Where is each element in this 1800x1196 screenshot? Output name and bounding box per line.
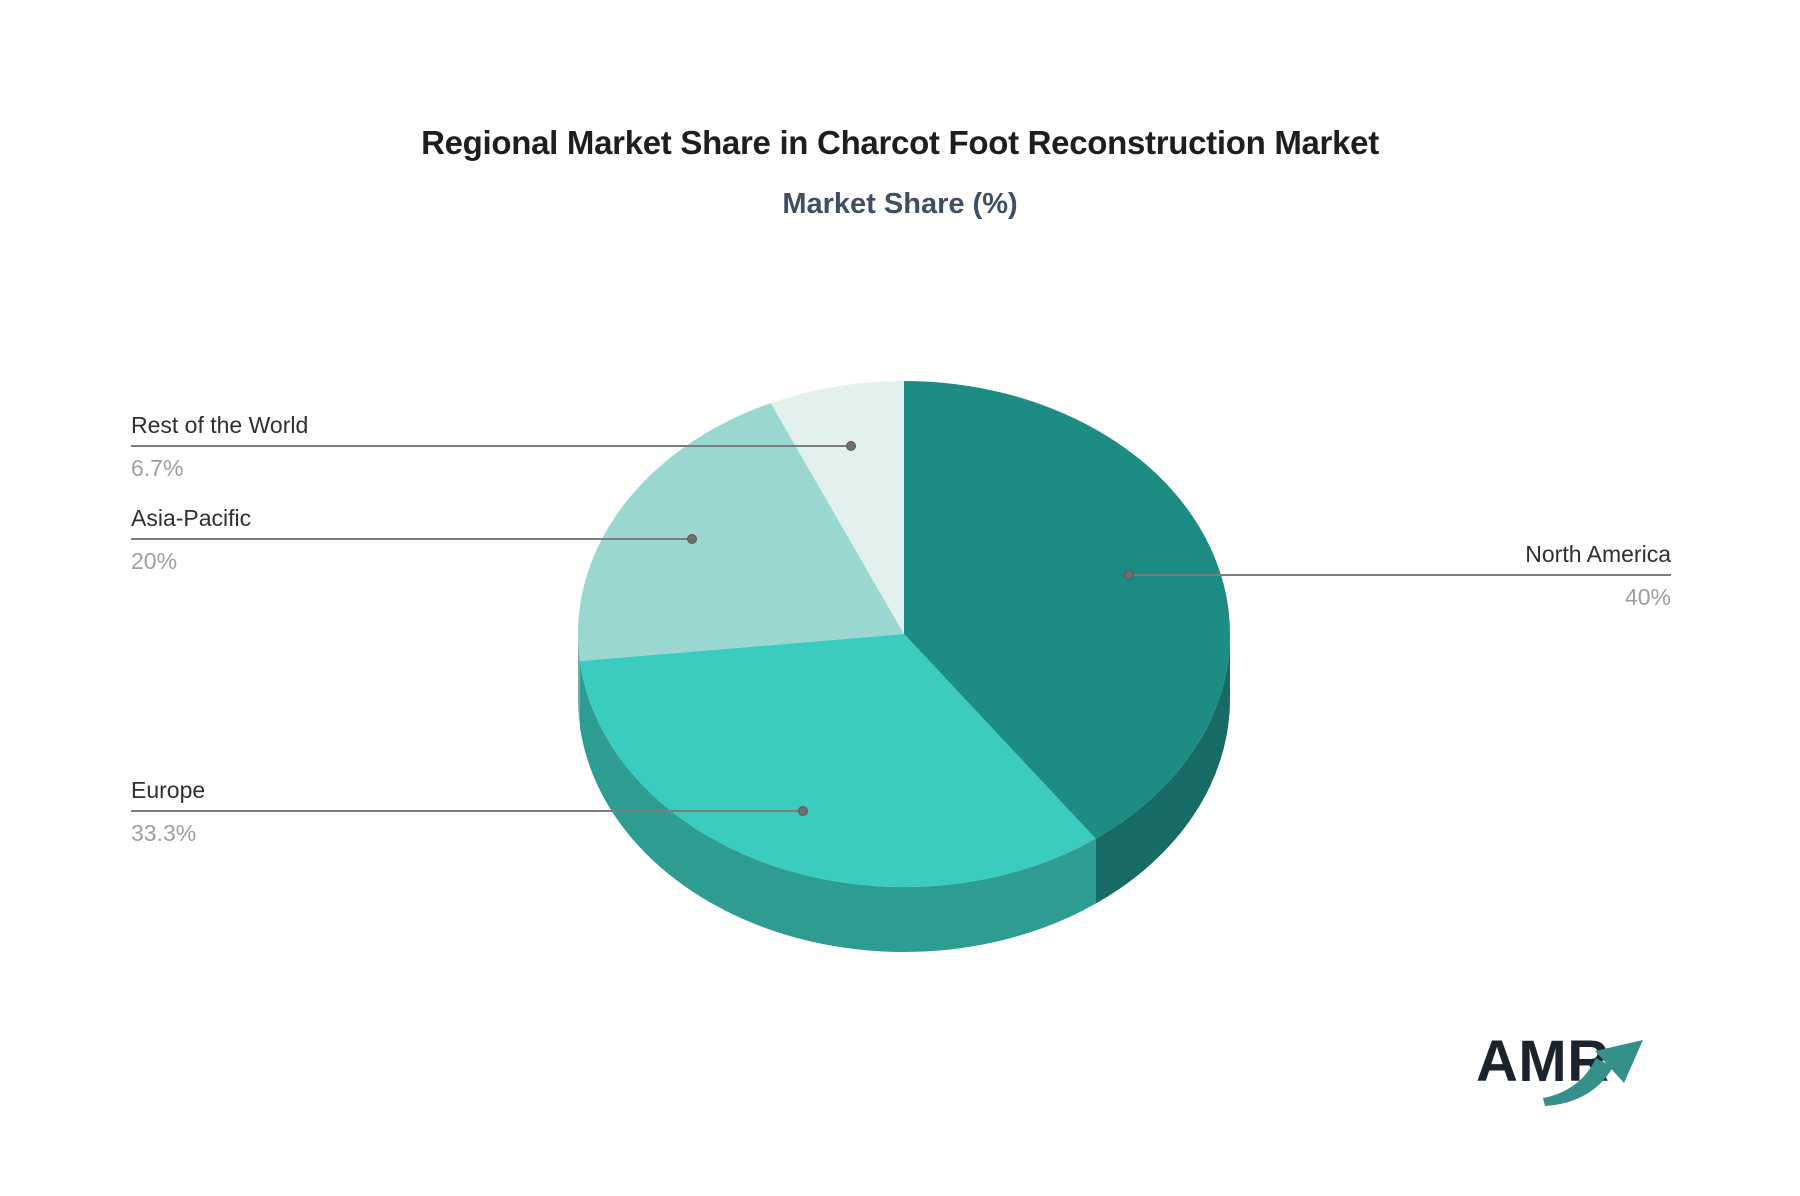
logo: AMR	[1476, 1028, 1666, 1118]
callout-asia-pacific: Asia-Pacific 20%	[131, 505, 251, 575]
logo-arrow-icon	[1543, 1040, 1643, 1106]
leader-dot-europe	[798, 806, 808, 816]
pie-slice-side-north-america	[1095, 634, 1230, 904]
pie-slice-asia-pacific[interactable]	[578, 403, 904, 661]
leader-dot-north-america	[1124, 570, 1134, 580]
pie-slice-north-america[interactable]	[904, 381, 1231, 839]
pie-slice-side-europe	[579, 660, 1096, 952]
slice-label: North America	[1525, 541, 1671, 567]
callout-rest-of-the-world: Rest of the World 6.7%	[131, 412, 308, 482]
logo-arrow-head	[1595, 1040, 1643, 1083]
slice-label: Asia-Pacific	[131, 505, 252, 531]
leader-dot-asia-pacific	[687, 534, 697, 544]
pie-slice-side-asia-pacific	[578, 634, 580, 726]
slice-value: 20%	[131, 548, 178, 574]
logo-arrow-tail	[1543, 1058, 1613, 1106]
leader-dot-rest-of-the-world	[846, 441, 856, 451]
callout-north-america: North America 40%	[1525, 541, 1671, 611]
slice-label: Rest of the World	[131, 412, 309, 438]
slice-value: 6.7%	[131, 455, 184, 481]
slice-label: Europe	[131, 777, 206, 803]
slice-value: 33.3%	[131, 820, 197, 846]
callout-europe: Europe 33.3%	[131, 777, 205, 847]
pie-slice-europe[interactable]	[579, 634, 1096, 888]
slice-value: 40%	[1624, 584, 1671, 610]
pie-slice-rest-of-the-world[interactable]	[770, 381, 904, 634]
chart-title: Regional Market Share in Charcot Foot Re…	[421, 124, 1379, 161]
chart-subtitle: Market Share (%)	[782, 188, 1018, 220]
